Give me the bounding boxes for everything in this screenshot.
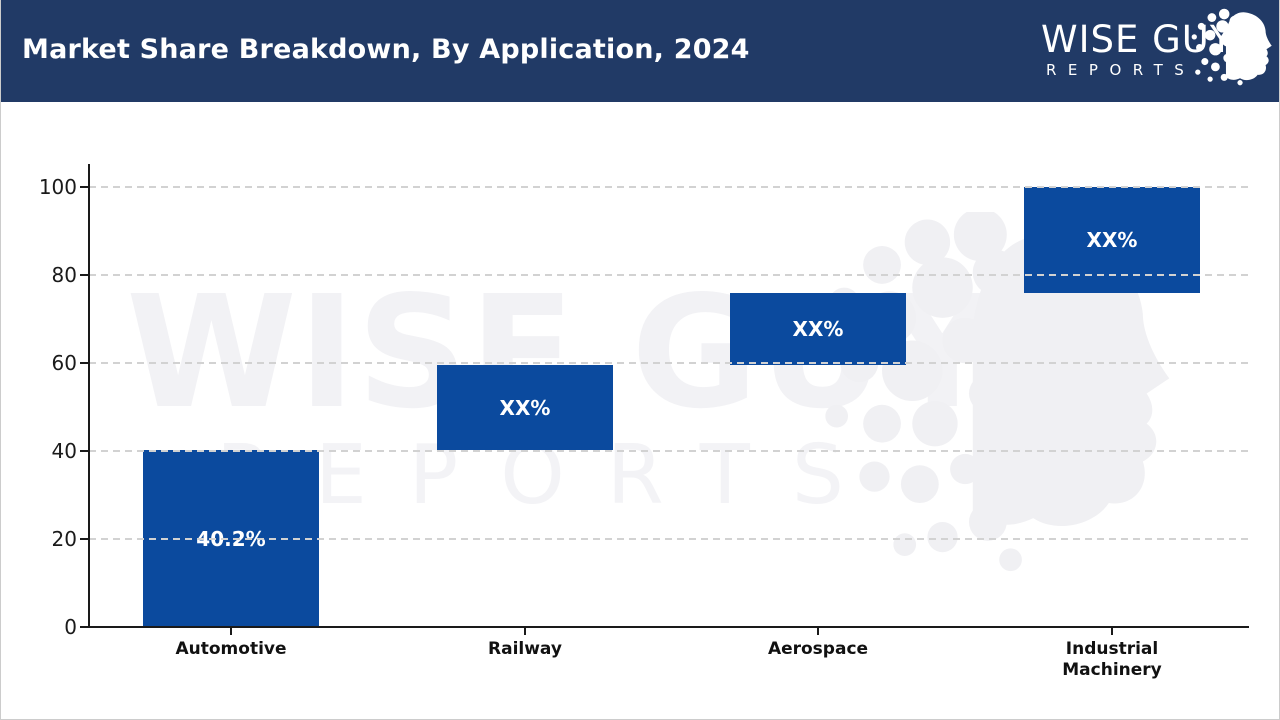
page-title: Market Share Breakdown, By Application, … — [22, 34, 750, 65]
gridline — [89, 362, 1249, 364]
bar-value-label: XX% — [792, 316, 844, 341]
x-axis-tick — [1111, 628, 1113, 635]
x-axis-tick — [524, 628, 526, 635]
chart-plot-area: 0 20 40 60 80 100 40.2% Automotive XX% Railway XX%… — [1, 102, 1279, 719]
x-axis-category-label: Railway — [488, 639, 562, 659]
bar-industrial-machinery: XX% — [1024, 187, 1200, 293]
logo-reports-text: REPORTS — [1046, 61, 1196, 79]
y-axis-tick — [80, 538, 88, 540]
y-axis-tick-label: 40 — [51, 439, 77, 463]
header-bar: Market Share Breakdown, By Application, … — [1, 0, 1279, 102]
bar-value-label: XX% — [1086, 227, 1138, 252]
y-axis-tick — [80, 626, 88, 628]
y-axis-tick-label: 100 — [38, 175, 77, 199]
gridline — [89, 538, 1249, 540]
y-axis-tick — [80, 186, 88, 188]
y-axis-line — [88, 164, 90, 628]
x-axis-tick — [230, 628, 232, 635]
y-axis-tick — [80, 362, 88, 364]
x-axis-category-label: Industrial Machinery — [1062, 639, 1162, 680]
y-axis-tick-label: 80 — [51, 263, 77, 287]
y-axis-tick-label: 0 — [64, 615, 77, 639]
y-axis-tick — [80, 450, 88, 452]
logo-face-icon — [1191, 8, 1272, 86]
y-axis-tick-label: 60 — [51, 351, 77, 375]
x-axis-line — [89, 626, 1249, 628]
x-axis-category-label: Aerospace — [767, 639, 869, 659]
gridline — [89, 450, 1249, 452]
gridline — [89, 274, 1249, 276]
x-axis-tick — [817, 628, 819, 635]
gridline — [89, 186, 1249, 188]
x-axis-category-label: Automotive — [175, 639, 287, 659]
bar-railway: XX% — [437, 365, 613, 451]
y-axis-tick — [80, 274, 88, 276]
bar-value-label: XX% — [499, 395, 551, 420]
bar-aerospace: XX% — [730, 292, 906, 366]
y-axis-tick-label: 20 — [51, 527, 77, 551]
